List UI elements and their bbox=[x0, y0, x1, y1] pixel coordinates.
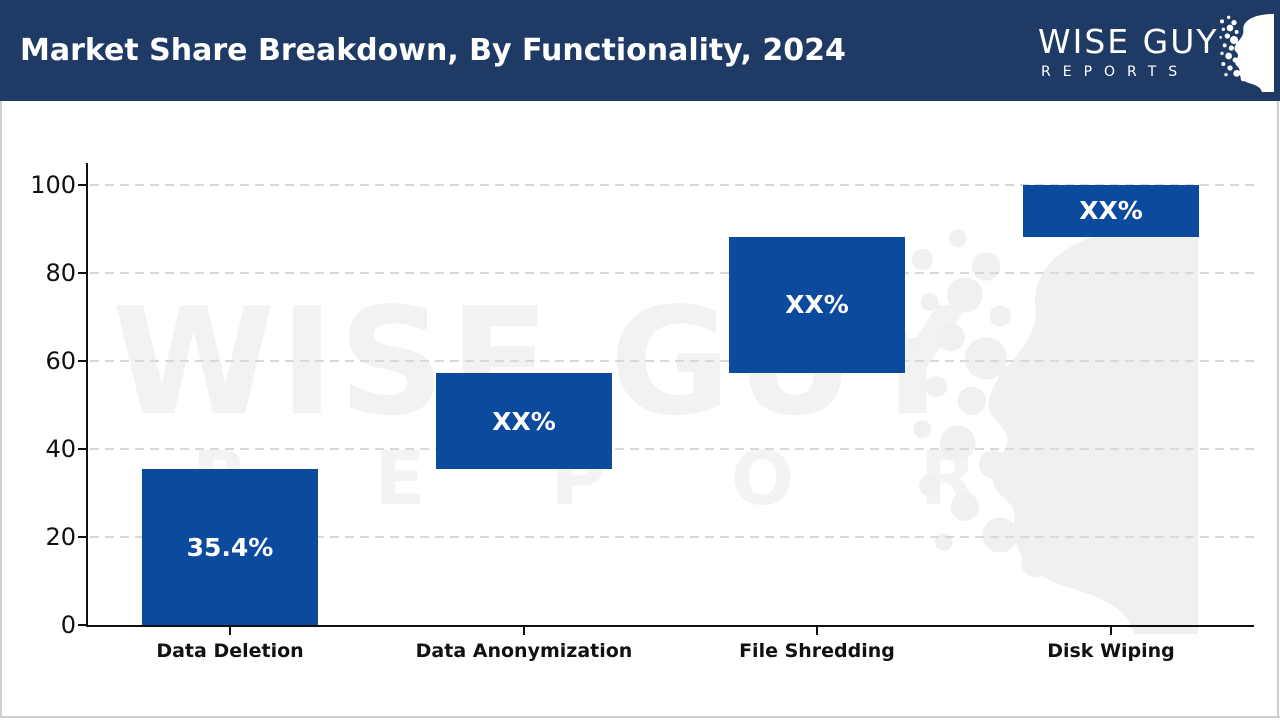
x-tick-data-deletion bbox=[229, 627, 231, 635]
bar-disk-wiping: XX% bbox=[1023, 185, 1199, 237]
logo-subtitle: REPORTS bbox=[1041, 64, 1190, 80]
bar-value-label-data-deletion: 35.4% bbox=[186, 532, 274, 562]
frame-border-right bbox=[1277, 101, 1279, 718]
x-category-label-data-deletion: Data Deletion bbox=[156, 640, 304, 662]
y-tick-100 bbox=[78, 184, 88, 186]
y-tick-label-60: 60 bbox=[45, 347, 76, 375]
x-tick-file-shredding bbox=[816, 627, 818, 635]
x-category-label-disk-wiping: Disk Wiping bbox=[1047, 640, 1175, 662]
bar-value-label-file-shredding: XX% bbox=[785, 290, 849, 320]
bar-data-deletion: 35.4% bbox=[142, 469, 318, 625]
watermark-face-profile bbox=[908, 220, 1198, 634]
logo-wordmark: WISE GUY bbox=[1038, 22, 1219, 61]
y-tick-60 bbox=[78, 360, 88, 362]
y-tick-label-0: 0 bbox=[60, 611, 76, 639]
gridline-y-40 bbox=[90, 448, 1254, 450]
x-tick-disk-wiping bbox=[1110, 627, 1112, 635]
x-tick-data-anonymization bbox=[523, 627, 525, 635]
page-title: Market Share Breakdown, By Functionality… bbox=[20, 33, 846, 68]
y-tick-20 bbox=[78, 536, 88, 538]
gridline-y-60 bbox=[90, 360, 1254, 362]
x-axis-line bbox=[86, 625, 1254, 627]
chart-plot-area: 0 20 40 60 80 100 35.4% XX% XX% XX% Data Deletion D… bbox=[0, 101, 1280, 720]
y-tick-0 bbox=[78, 624, 88, 626]
y-tick-80 bbox=[78, 272, 88, 274]
y-tick-40 bbox=[78, 448, 88, 450]
bar-value-label-disk-wiping: XX% bbox=[1079, 196, 1143, 226]
y-tick-label-80: 80 bbox=[45, 259, 76, 287]
header: Market Share Breakdown, By Functionality… bbox=[0, 0, 1280, 101]
y-tick-label-20: 20 bbox=[45, 523, 76, 551]
frame-border-bottom bbox=[0, 716, 1280, 718]
bar-data-anonymization: XX% bbox=[436, 372, 612, 470]
gridline-y-20 bbox=[90, 536, 1254, 538]
frame-border-left bbox=[0, 101, 2, 718]
x-category-label-file-shredding: File Shredding bbox=[739, 640, 895, 662]
gridline-y-80 bbox=[90, 272, 1254, 274]
logo-face-profile-icon bbox=[1219, 14, 1274, 92]
wise-guy-reports-logo: WISE GUY REPORTS bbox=[1038, 6, 1274, 98]
gridline-y-100 bbox=[90, 184, 1254, 186]
y-tick-label-100: 100 bbox=[30, 171, 76, 199]
x-category-label-data-anonymization: Data Anonymization bbox=[415, 640, 633, 662]
bar-file-shredding: XX% bbox=[729, 236, 905, 373]
bar-value-label-data-anonymization: XX% bbox=[492, 406, 556, 436]
y-axis-line bbox=[86, 163, 88, 627]
y-tick-label-40: 40 bbox=[45, 435, 76, 463]
